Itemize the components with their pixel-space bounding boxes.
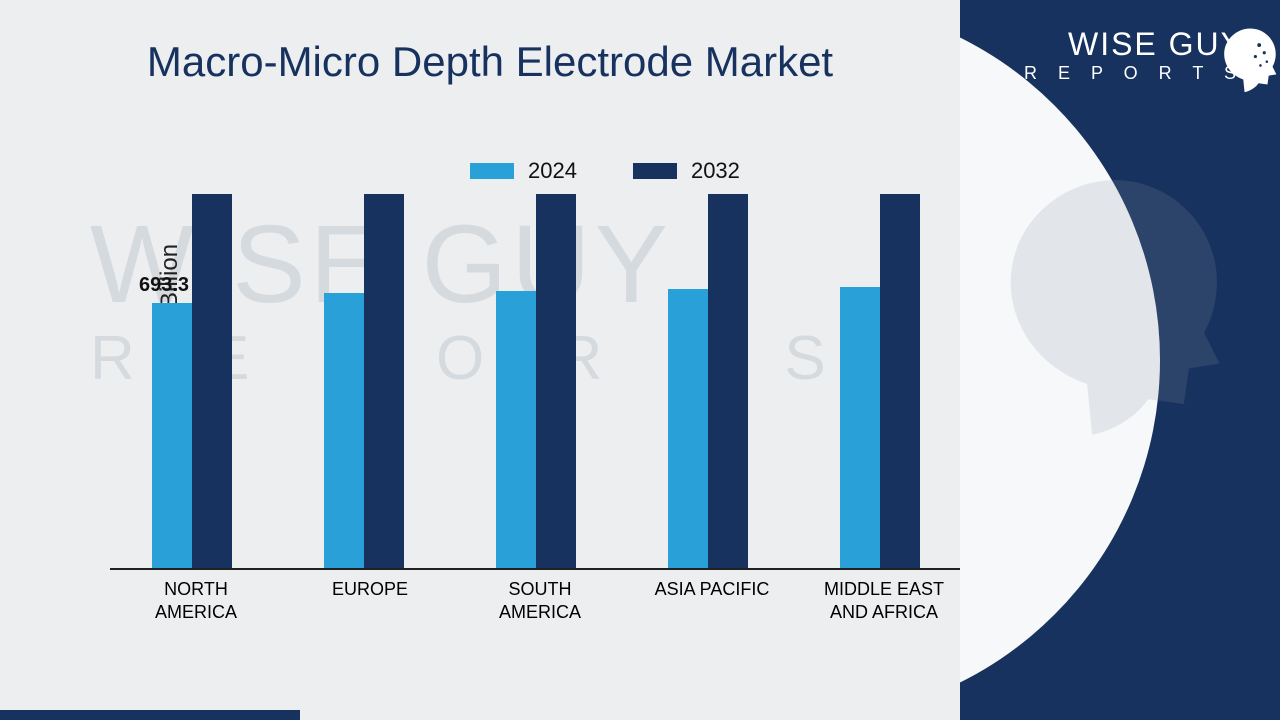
x-axis-label: MIDDLE EAST AND AFRICA (814, 578, 954, 623)
bar-2032 (708, 194, 748, 568)
plot-area: 693.3 (110, 150, 960, 570)
bar-2024 (668, 289, 708, 568)
bar-2024 (496, 291, 536, 568)
x-axis-label: SOUTH AMERICA (470, 578, 610, 623)
brand-logo: WISE GUY R E P O R T S (1024, 28, 1244, 82)
right-panel (960, 0, 1280, 720)
page-root: WISE GUY R E P O R T S WISE GUY R E P O … (0, 0, 1280, 720)
bar-2024 (152, 303, 192, 568)
bar-2032 (192, 194, 232, 568)
brand-line1: WISE GUY (1024, 28, 1244, 60)
x-axis-label: ASIA PACIFIC (642, 578, 782, 601)
bar-2032 (364, 194, 404, 568)
brand-head-icon (1216, 26, 1280, 96)
x-axis-label: EUROPE (300, 578, 440, 601)
accent-bar (0, 710, 300, 720)
x-axis: NORTH AMERICA EUROPE SOUTH AMERICA ASIA PAC… (110, 572, 960, 712)
plot-inner: 693.3 (110, 150, 960, 568)
bar-2032 (536, 194, 576, 568)
chart-title: Macro-Micro Depth Electrode Market (0, 38, 980, 86)
bar-2032 (880, 194, 920, 568)
brand-line2: R E P O R T S (1024, 64, 1244, 82)
bar-2024 (840, 287, 880, 568)
x-axis-label: NORTH AMERICA (126, 578, 266, 623)
bar-2024 (324, 293, 364, 568)
circle-cutout (960, 0, 1160, 720)
